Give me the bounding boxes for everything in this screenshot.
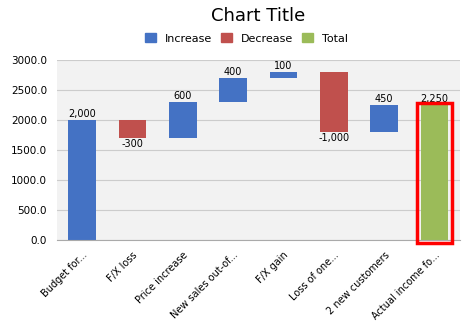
Bar	[68, 120, 96, 240]
Legend: Increase, Decrease, Total: Increase, Decrease, Total	[145, 33, 348, 44]
Text: 400: 400	[224, 67, 242, 77]
Bar	[270, 72, 297, 78]
Bar	[169, 102, 197, 138]
Text: -1,000: -1,000	[319, 133, 349, 143]
Text: 100: 100	[274, 61, 293, 71]
Title: Chart Title: Chart Title	[211, 7, 305, 25]
Text: 600: 600	[173, 91, 192, 101]
Bar	[421, 105, 448, 240]
Text: 2,000: 2,000	[68, 109, 96, 119]
Bar	[320, 72, 348, 132]
Bar	[118, 120, 146, 138]
Text: -300: -300	[121, 139, 143, 149]
Bar	[417, 103, 453, 242]
Bar	[370, 105, 398, 132]
Text: 2,250: 2,250	[420, 94, 448, 104]
Bar	[219, 78, 247, 102]
Text: 450: 450	[375, 94, 393, 104]
